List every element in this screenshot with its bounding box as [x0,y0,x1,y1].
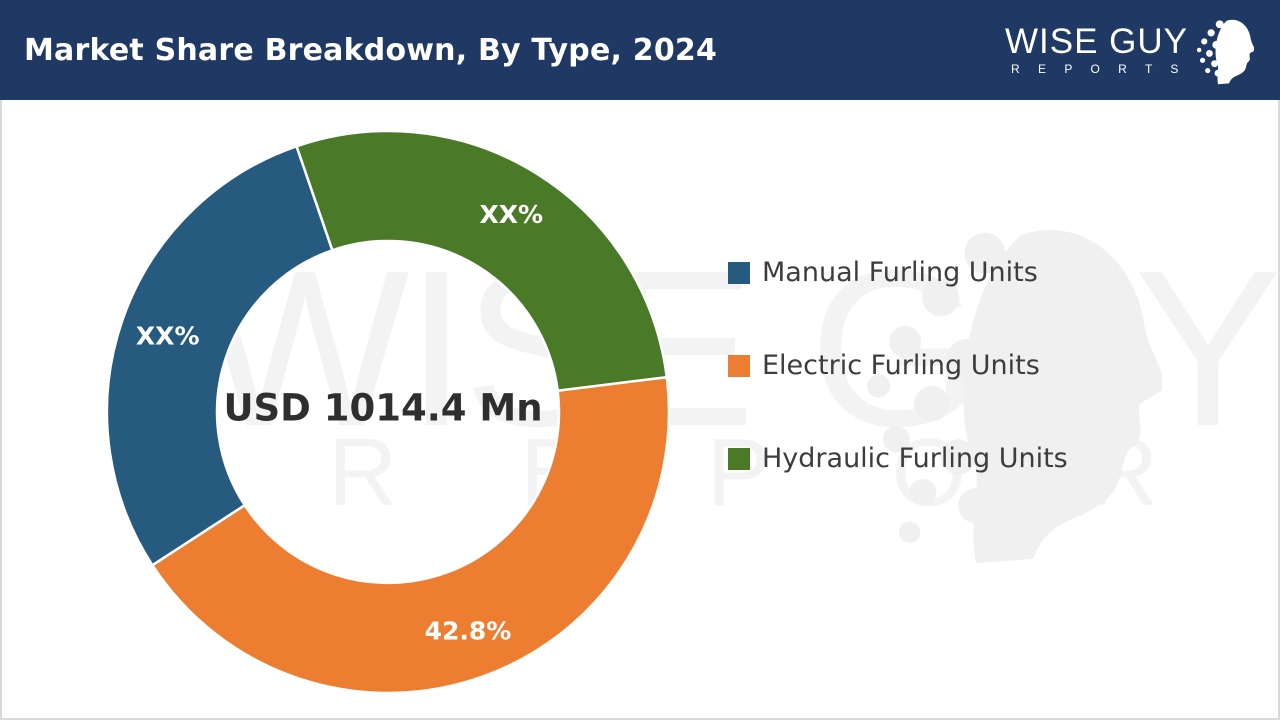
wiseguy-logo-reports: R E P O R T S [1011,62,1186,76]
donut-slices: XX% 42.8% XX% [105,129,671,695]
legend-label-manual: Manual Furling Units [762,257,1038,288]
legend-label-hydraulic: Hydraulic Furling Units [762,443,1068,474]
legend-item-electric: Electric Furling Units [728,352,1068,379]
legend-swatch-hydraulic [728,447,750,470]
header: Market Share Breakdown, By Type, 2024 WI… [0,0,1280,100]
slice-label-electric: 42.8% [425,616,512,645]
donut-slice-electric [151,375,671,695]
donut-slice-hydraulic [295,129,669,393]
legend-item-manual: Manual Furling Units [728,259,1068,286]
legend-item-hydraulic: Hydraulic Furling Units [728,445,1068,472]
donut-chart: XX% 42.8% XX% USD 1014.4 Mn [105,129,671,695]
donut-slice-manual [105,145,334,567]
slice-label-hydraulic: XX% [479,200,543,229]
legend-swatch-electric [728,354,750,377]
donut-center-label: USD 1014.4 Mn [223,387,542,430]
slice-label-manual: XX% [136,322,200,351]
page-title: Market Share Breakdown, By Type, 2024 [24,32,718,68]
wiseguy-face-icon [1196,19,1254,85]
wiseguy-logo-name: WISE GUY [1004,22,1188,61]
legend: Manual Furling Units Electric Furling Un… [728,259,1068,472]
wiseguy-logo-text: WISE GUY R E P O R T S [1005,24,1188,76]
legend-swatch-manual [728,261,750,284]
wiseguy-logo: WISE GUY R E P O R T S [1005,15,1254,85]
legend-label-electric: Electric Furling Units [762,350,1040,381]
